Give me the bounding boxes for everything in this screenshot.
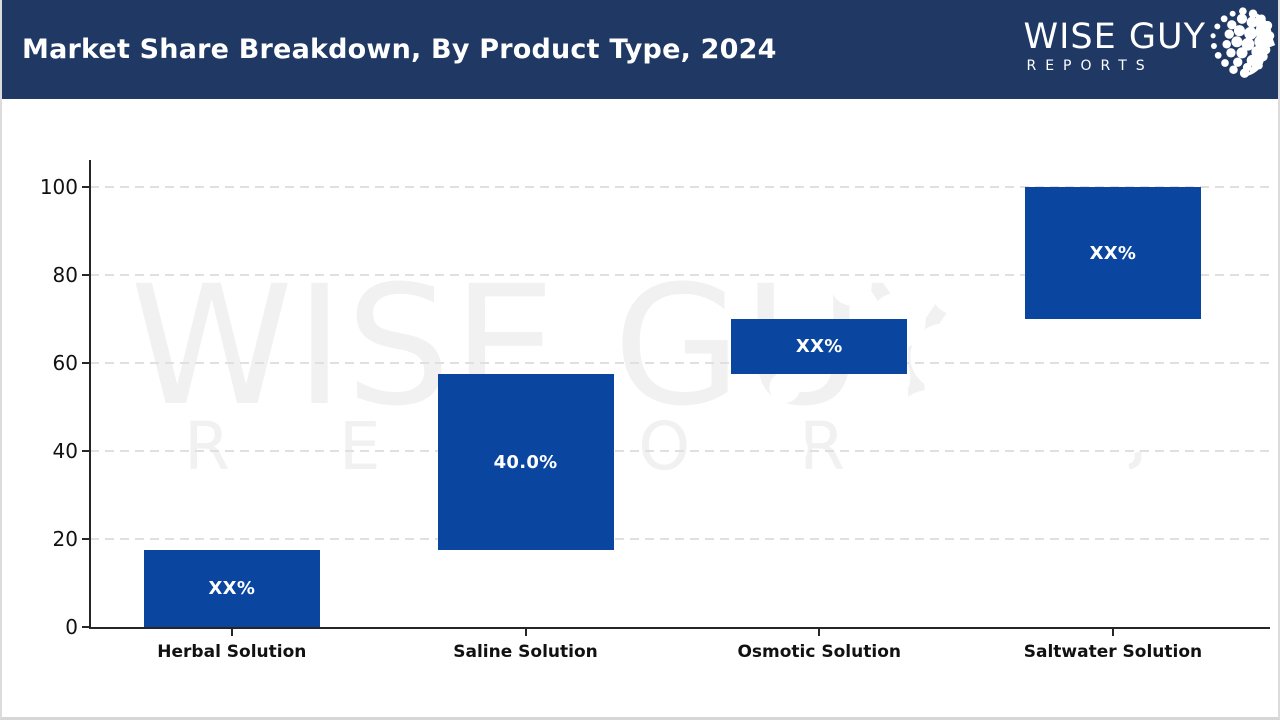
x-axis-line bbox=[89, 627, 1270, 629]
x-label-herbal-solution: Herbal Solution bbox=[157, 642, 307, 662]
y-tick-label-100: 100 bbox=[39, 175, 78, 199]
chart-title: Market Share Breakdown, By Product Type,… bbox=[22, 34, 777, 65]
y-axis-line bbox=[89, 160, 91, 629]
logo-wordmark: WISE GUY bbox=[1023, 17, 1206, 57]
y-tick-mark-20 bbox=[82, 538, 90, 540]
gridline-60 bbox=[90, 362, 1270, 364]
y-tick-label-80: 80 bbox=[52, 263, 78, 287]
y-tick-mark-100 bbox=[82, 186, 90, 188]
y-tick-mark-40 bbox=[82, 450, 90, 452]
x-label-saline-solution: Saline Solution bbox=[453, 642, 598, 662]
y-tick-label-0: 0 bbox=[65, 615, 78, 639]
x-label-saltwater-solution: Saltwater Solution bbox=[1023, 642, 1203, 662]
gridline-20 bbox=[90, 538, 1270, 540]
bar-saltwater-solution: XX% bbox=[1024, 187, 1201, 319]
x-tick-mark-saltwater-solution bbox=[1111, 629, 1114, 636]
gridline-80 bbox=[90, 274, 1270, 276]
gridline-100 bbox=[90, 186, 1270, 188]
bar-value-label: XX% bbox=[208, 578, 256, 599]
bar-value-label: 40.0% bbox=[493, 451, 558, 473]
y-tick-mark-0 bbox=[82, 626, 90, 628]
y-tick-label-20: 20 bbox=[52, 527, 78, 551]
x-tick-mark-herbal-solution bbox=[230, 629, 233, 636]
bar-osmotic-solution: XX% bbox=[731, 319, 908, 374]
gridline-40 bbox=[90, 450, 1270, 452]
logo-subtitle: REPORTS bbox=[1026, 58, 1154, 74]
y-tick-label-60: 60 bbox=[52, 351, 78, 375]
bar-value-label: XX% bbox=[795, 336, 843, 357]
y-tick-mark-80 bbox=[82, 274, 90, 276]
wise-guy-head-icon bbox=[1210, 7, 1276, 78]
x-tick-mark-osmotic-solution bbox=[818, 629, 821, 636]
bar-value-label: XX% bbox=[1089, 242, 1137, 264]
x-tick-mark-saline-solution bbox=[524, 629, 527, 636]
y-tick-mark-60 bbox=[82, 362, 90, 364]
y-tick-label-40: 40 bbox=[52, 439, 78, 463]
bar-herbal-solution: XX% bbox=[143, 550, 320, 627]
header-bar: Market Share Breakdown, By Product Type,… bbox=[2, 0, 1278, 99]
wise-guy-logo: WISE GUY REPORTS bbox=[1023, 6, 1276, 86]
bar-saline-solution: 40.0% bbox=[437, 374, 614, 550]
x-label-osmotic-solution: Osmotic Solution bbox=[737, 642, 901, 662]
logo-text: WISE GUY REPORTS bbox=[1023, 18, 1206, 74]
